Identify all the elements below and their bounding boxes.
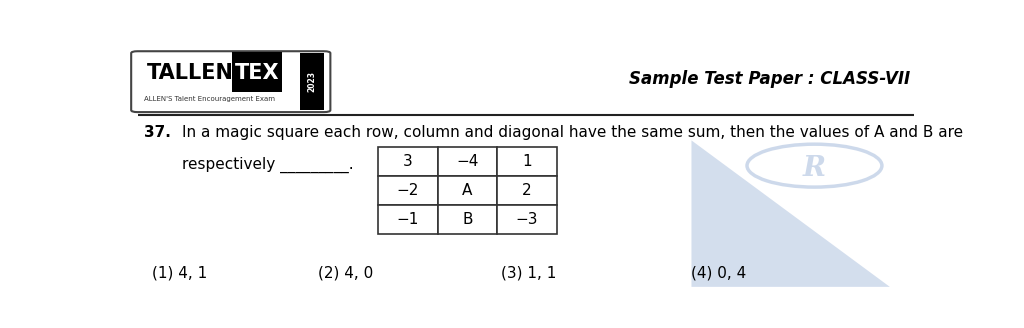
Text: R: R xyxy=(803,155,826,182)
Text: 2023: 2023 xyxy=(307,71,316,92)
Text: respectively _________.: respectively _________. xyxy=(182,157,353,173)
Bar xyxy=(437,147,497,176)
Bar xyxy=(497,205,557,234)
Bar xyxy=(497,147,557,176)
Bar xyxy=(497,176,557,205)
Text: A: A xyxy=(462,183,472,198)
Text: ALLEN'S Talent Encouragement Exam: ALLEN'S Talent Encouragement Exam xyxy=(143,96,274,102)
Text: 37.: 37. xyxy=(143,125,171,140)
Polygon shape xyxy=(691,140,890,287)
Text: 2: 2 xyxy=(522,183,531,198)
Text: Sample Test Paper : CLASS-VII: Sample Test Paper : CLASS-VII xyxy=(629,70,909,88)
Text: B: B xyxy=(462,212,472,227)
Text: (3) 1, 1: (3) 1, 1 xyxy=(501,266,556,280)
Text: −2: −2 xyxy=(396,183,419,198)
Text: −1: −1 xyxy=(396,212,419,227)
Bar xyxy=(232,52,282,92)
Bar xyxy=(300,53,324,110)
Text: 3: 3 xyxy=(402,154,413,169)
Text: (1) 4, 1: (1) 4, 1 xyxy=(152,266,207,280)
Text: In a magic square each row, column and diagonal have the same sum, then the valu: In a magic square each row, column and d… xyxy=(182,125,964,140)
Bar xyxy=(378,205,437,234)
Bar xyxy=(378,176,437,205)
Bar xyxy=(378,147,437,176)
Text: −3: −3 xyxy=(515,212,538,227)
Text: 1: 1 xyxy=(522,154,531,169)
Text: TEX: TEX xyxy=(234,63,280,83)
Bar xyxy=(437,205,497,234)
Text: TALLEN: TALLEN xyxy=(147,63,233,83)
Text: −4: −4 xyxy=(456,154,478,169)
Text: (2) 4, 0: (2) 4, 0 xyxy=(318,266,374,280)
Text: (4) 0, 4: (4) 0, 4 xyxy=(691,266,746,280)
FancyBboxPatch shape xyxy=(131,51,331,112)
Bar xyxy=(437,176,497,205)
